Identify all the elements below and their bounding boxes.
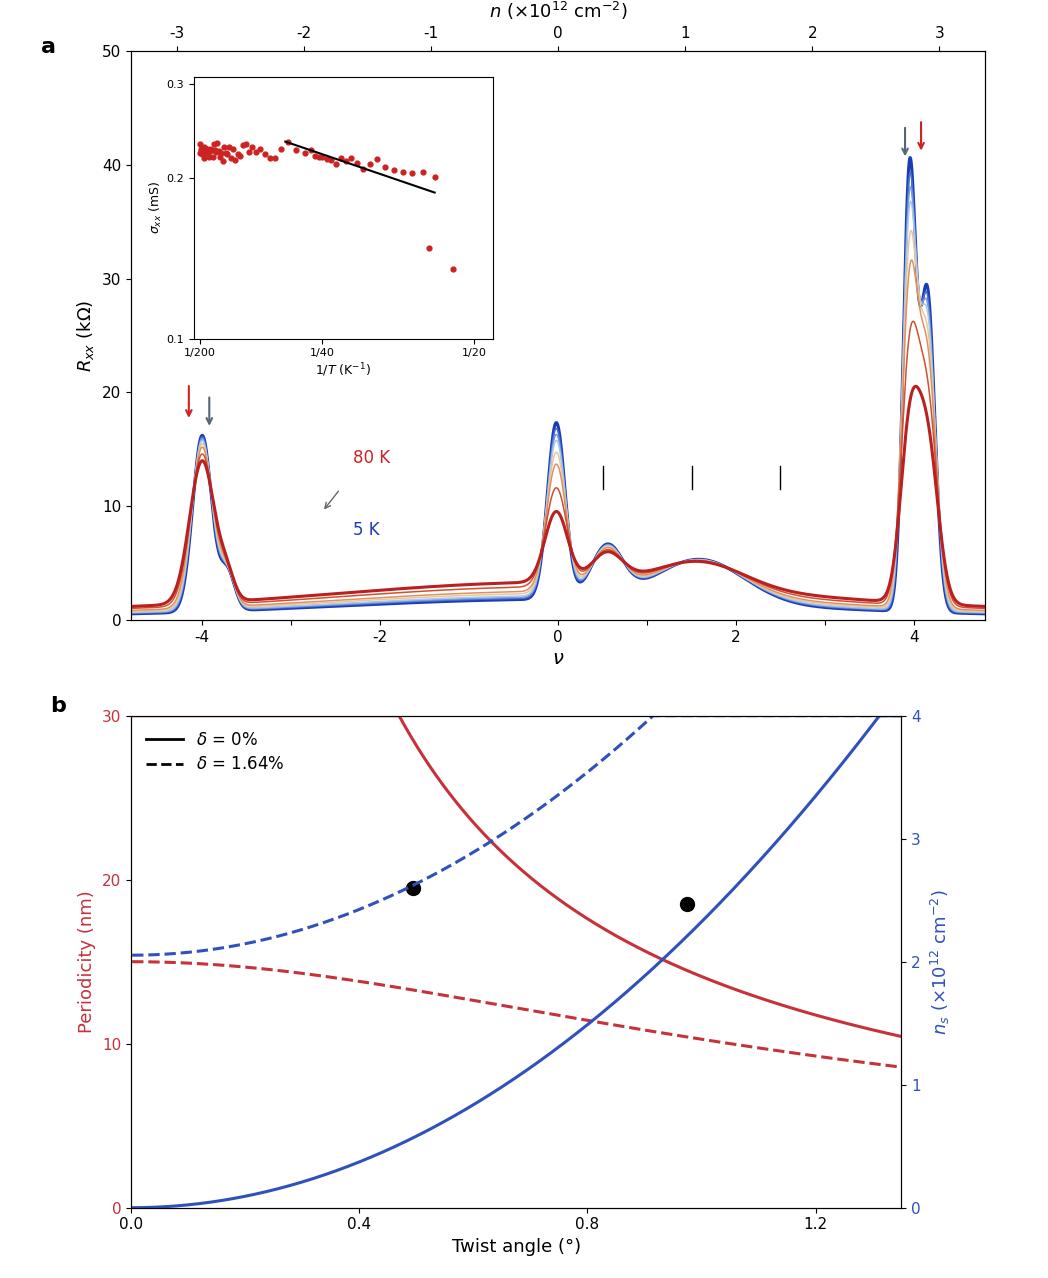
Point: [261, 148, 278, 169]
Point: [198, 142, 215, 162]
Text: 5 K: 5 K: [353, 520, 380, 538]
Point: [204, 147, 221, 167]
Point: [323, 150, 340, 170]
Point: [209, 133, 225, 153]
Point: [252, 138, 268, 158]
Point: [212, 147, 228, 167]
Point: [241, 142, 258, 162]
X-axis label: $\nu$: $\nu$: [552, 649, 564, 667]
Point: [427, 166, 443, 187]
Point: [227, 150, 244, 170]
Text: b: b: [50, 697, 66, 716]
Point: [193, 141, 210, 161]
Point: [221, 137, 238, 157]
Point: [208, 142, 224, 162]
X-axis label: 1/$T$ (K$^{-1}$): 1/$T$ (K$^{-1}$): [315, 362, 371, 378]
Point: [280, 132, 297, 152]
Point: [377, 157, 394, 178]
Point: [192, 143, 209, 164]
Point: [403, 162, 420, 183]
Point: [287, 139, 304, 160]
Point: [219, 143, 236, 164]
Point: [197, 143, 214, 164]
Point: [310, 147, 327, 167]
Point: [199, 138, 216, 158]
Point: [327, 153, 344, 174]
Point: [213, 142, 230, 162]
Point: [194, 141, 211, 161]
Point: [194, 144, 211, 165]
Point: [385, 160, 401, 180]
Point: [297, 143, 313, 164]
Point: [193, 139, 210, 160]
Point: [230, 143, 246, 164]
Point: [192, 134, 209, 155]
Point: [197, 138, 214, 158]
Point: [415, 162, 432, 183]
Point: [369, 150, 386, 170]
Point: [232, 146, 248, 166]
Point: [235, 134, 252, 155]
Point: [217, 142, 234, 162]
X-axis label: Twist angle (°): Twist angle (°): [452, 1238, 581, 1256]
Point: [225, 138, 242, 158]
Point: [306, 146, 323, 166]
Point: [272, 139, 289, 160]
Point: [206, 141, 223, 161]
Point: [444, 259, 461, 280]
Point: [257, 144, 274, 165]
Point: [200, 142, 217, 162]
Point: [303, 139, 320, 160]
Point: [319, 148, 335, 169]
Point: [216, 137, 233, 157]
Y-axis label: $R_{xx}$ (k$\Omega$): $R_{xx}$ (k$\Omega$): [75, 299, 96, 372]
Point: [195, 148, 212, 169]
Point: [349, 153, 366, 174]
Point: [214, 151, 231, 171]
Point: [238, 133, 255, 153]
Text: 80 K: 80 K: [353, 449, 391, 466]
Y-axis label: $\sigma_{xx}$ (mS): $\sigma_{xx}$ (mS): [148, 181, 163, 234]
Point: [195, 141, 212, 161]
Text: a: a: [41, 37, 57, 58]
Point: [355, 158, 372, 179]
Point: [202, 138, 219, 158]
Point: [203, 141, 220, 161]
Point: [244, 137, 261, 157]
Point: [223, 147, 240, 167]
Y-axis label: $n_s$ ($\times$10$^{12}$ cm$^{-2}$): $n_s$ ($\times$10$^{12}$ cm$^{-2}$): [930, 888, 953, 1035]
Legend: $\delta$ = 0%, $\delta$ = 1.64%: $\delta$ = 0%, $\delta$ = 1.64%: [139, 725, 291, 780]
Point: [362, 155, 378, 175]
Point: [211, 141, 227, 161]
Point: [314, 147, 331, 167]
Point: [332, 148, 349, 169]
Point: [420, 238, 437, 258]
Point: [337, 151, 354, 171]
Point: [199, 142, 216, 162]
Point: [343, 147, 359, 167]
X-axis label: $n$ ($\times$10$^{12}$ cm$^{-2}$): $n$ ($\times$10$^{12}$ cm$^{-2}$): [488, 0, 628, 22]
Point: [267, 148, 284, 169]
Y-axis label: Periodicity (nm): Periodicity (nm): [79, 891, 96, 1033]
Point: [394, 162, 411, 183]
Point: [196, 137, 213, 157]
Point: [203, 139, 220, 160]
Point: [205, 134, 222, 155]
Point: [247, 142, 264, 162]
Point: [201, 147, 218, 167]
